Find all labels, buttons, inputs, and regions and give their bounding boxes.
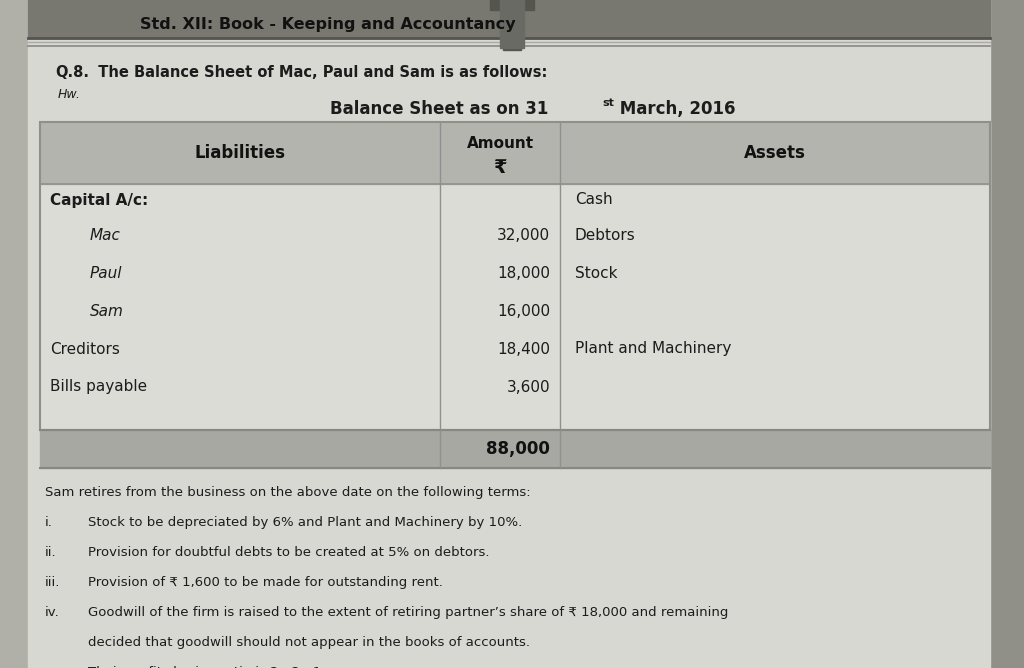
Text: iv.: iv. <box>45 606 59 619</box>
Bar <box>490 0 534 10</box>
Text: Sam: Sam <box>90 303 124 319</box>
Bar <box>40 122 990 430</box>
Text: Stock: Stock <box>575 265 617 281</box>
Text: v.: v. <box>45 666 56 668</box>
Text: 16,000: 16,000 <box>497 303 550 319</box>
Text: Plant and Machinery: Plant and Machinery <box>575 341 731 357</box>
Text: Debtors: Debtors <box>575 228 636 242</box>
Text: Stock to be depreciated by 6% and Plant and Machinery by 10%.: Stock to be depreciated by 6% and Plant … <box>88 516 522 529</box>
Text: Balance Sheet as on 31: Balance Sheet as on 31 <box>330 100 549 118</box>
Bar <box>40 430 990 468</box>
Bar <box>990 0 1024 668</box>
Text: Creditors: Creditors <box>50 341 120 357</box>
Text: 18,000: 18,000 <box>497 265 550 281</box>
Text: iii.: iii. <box>45 576 60 589</box>
Text: 18,400: 18,400 <box>497 341 550 357</box>
Text: Provision for doubtful debts to be created at 5% on debtors.: Provision for doubtful debts to be creat… <box>88 546 489 559</box>
Text: Cash: Cash <box>575 192 612 208</box>
Text: Liabilities: Liabilities <box>195 144 286 162</box>
Text: Goodwill of the firm is raised to the extent of retiring partner’s share of ₹ 18: Goodwill of the firm is raised to the ex… <box>88 606 728 619</box>
Bar <box>503 0 521 50</box>
Text: st: st <box>602 98 613 108</box>
Text: Amount: Amount <box>467 136 534 151</box>
Text: Capital A/c:: Capital A/c: <box>50 192 148 208</box>
Text: Their profit sharing ratio is 2 : 2 : 1.: Their profit sharing ratio is 2 : 2 : 1. <box>88 666 326 668</box>
Text: Std. XII: Book - Keeping and Accountancy: Std. XII: Book - Keeping and Accountancy <box>140 17 516 31</box>
Text: Assets: Assets <box>744 144 806 162</box>
Bar <box>40 122 990 430</box>
Text: decided that goodwill should not appear in the books of accounts.: decided that goodwill should not appear … <box>88 636 530 649</box>
Text: i.: i. <box>45 516 53 529</box>
Text: Bills payable: Bills payable <box>50 379 147 395</box>
Bar <box>28 0 990 38</box>
Text: ₹: ₹ <box>494 158 507 177</box>
Text: March, 2016: March, 2016 <box>614 100 735 118</box>
Text: Hw.: Hw. <box>58 88 81 101</box>
Text: Paul: Paul <box>90 265 123 281</box>
Text: Sam retires from the business on the above date on the following terms:: Sam retires from the business on the abo… <box>45 486 530 499</box>
Text: Provision of ₹ 1,600 to be made for outstanding rent.: Provision of ₹ 1,600 to be made for outs… <box>88 576 442 589</box>
Text: 3,600: 3,600 <box>507 379 550 395</box>
Text: 88,000: 88,000 <box>486 440 550 458</box>
Text: The Balance Sheet of Mac, Paul and Sam is as follows:: The Balance Sheet of Mac, Paul and Sam i… <box>88 65 548 80</box>
Bar <box>40 122 990 184</box>
Text: Mac: Mac <box>90 228 121 242</box>
Text: ii.: ii. <box>45 546 56 559</box>
Text: Q.8.: Q.8. <box>55 65 89 80</box>
Bar <box>500 0 524 48</box>
Text: 32,000: 32,000 <box>497 228 550 242</box>
